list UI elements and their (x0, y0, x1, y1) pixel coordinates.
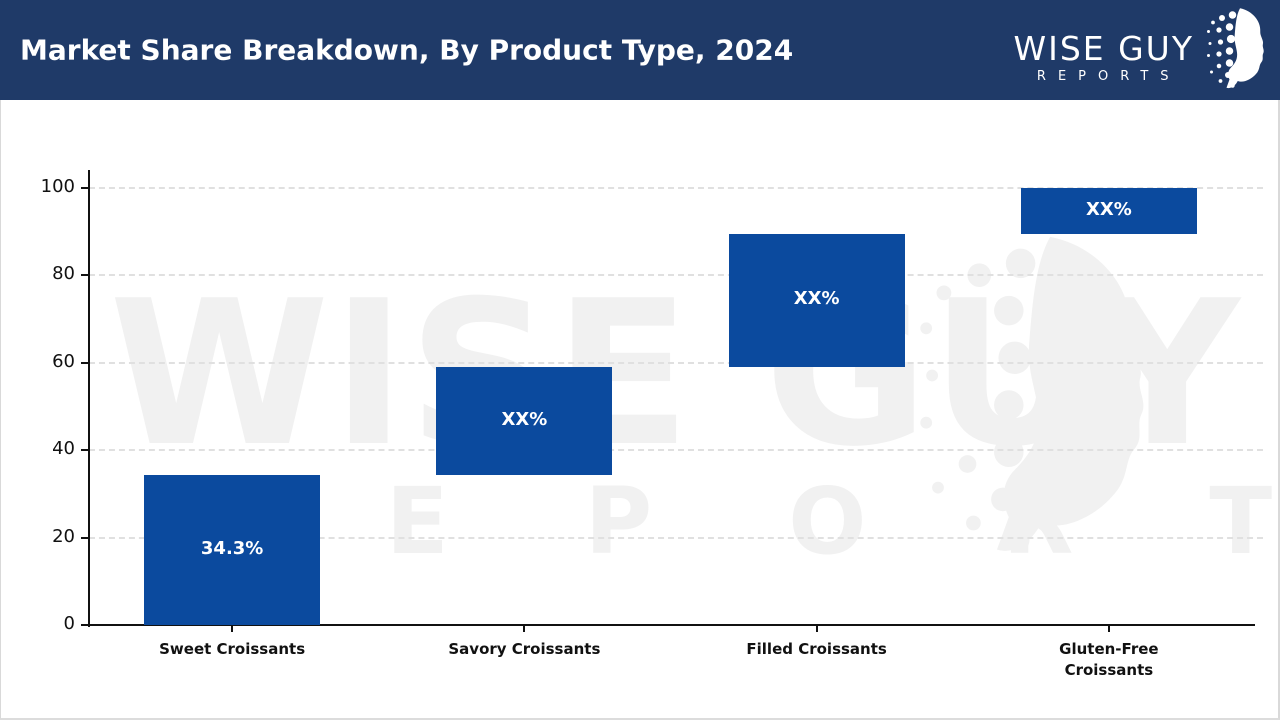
y-tick (81, 361, 89, 364)
bar-value-label: XX% (793, 288, 840, 310)
category-label: Filled Croissants (746, 640, 887, 658)
watermark-face-icon (879, 228, 1174, 586)
gridline (89, 274, 1263, 276)
brand-logo: WISE GUY REPORTS (1013, 6, 1272, 100)
y-tick (81, 274, 89, 276)
x-tick (231, 626, 234, 632)
bar-value-label: XX% (501, 408, 548, 430)
y-tick-label: 20 (52, 525, 75, 547)
y-tick (81, 186, 89, 189)
bar-value-label: XX% (1085, 198, 1132, 220)
plot-area: 0 20 40 60 80 100 34.3% Sweet Croissants XX% Savo… (1, 100, 1278, 718)
y-tick-label: 40 (52, 438, 75, 459)
y-tick-label: 60 (52, 350, 75, 372)
x-tick (815, 626, 818, 632)
category-label: Gluten-Free Croissants (1059, 640, 1159, 679)
y-tick-label: 100 (40, 175, 75, 197)
bar (728, 233, 905, 367)
y-tick-label: 0 (63, 613, 75, 634)
brand-logo-text: WISE GUY REPORTS (1013, 29, 1194, 84)
bar-value-label: 34.3% (200, 537, 264, 559)
bar (144, 474, 321, 625)
y-tick (81, 536, 89, 539)
gridline (89, 536, 1263, 539)
page-title: Market Share Breakdown, By Product Type,… (20, 33, 794, 67)
category-label: Savory Croissants (448, 640, 601, 658)
face-profile-logo-icon (1196, 6, 1272, 100)
x-tick (523, 626, 526, 632)
x-tick (1107, 626, 1110, 632)
header-bar: Market Share Breakdown, By Product Type,… (0, 0, 1280, 100)
y-tick-label: 80 (52, 263, 75, 284)
y-tick (81, 449, 89, 451)
category-label: Sweet Croissants (159, 640, 306, 658)
y-axis (88, 170, 90, 627)
bar (1020, 187, 1197, 234)
gridline (89, 186, 1263, 189)
bar (436, 366, 613, 475)
y-tick (81, 624, 89, 626)
gridline (89, 361, 1263, 364)
gridline (89, 449, 1263, 451)
brand-name: WISE GUY (1013, 28, 1194, 68)
chart-canvas: WISE GUY R E P O R T S 02040608010034.3%… (0, 100, 1280, 720)
brand-subname: REPORTS (1036, 68, 1181, 84)
x-axis (86, 624, 1255, 626)
